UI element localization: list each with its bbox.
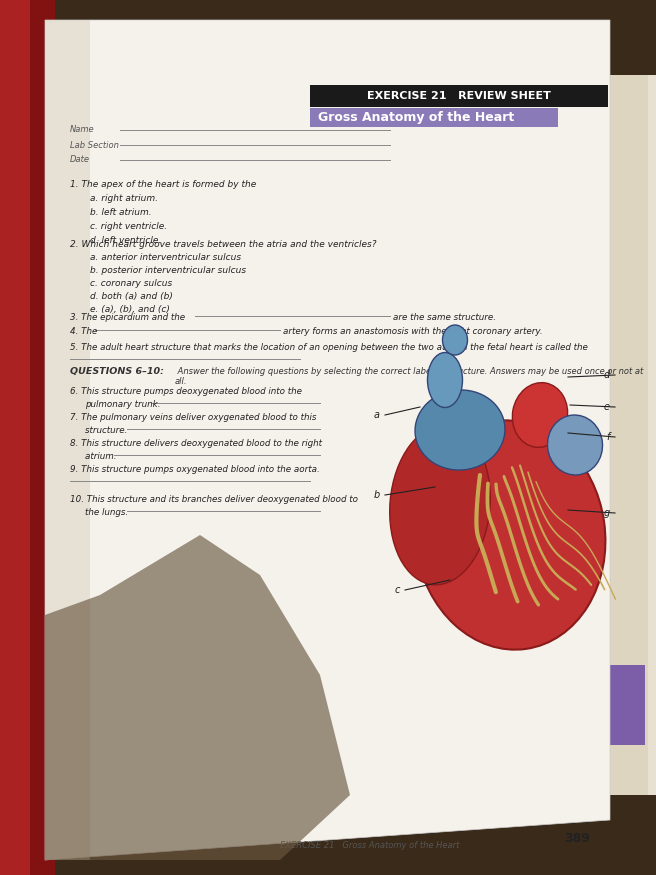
- Text: Answer the following questions by selecting the correct labeled structure. Answe: Answer the following questions by select…: [175, 367, 644, 387]
- Text: 8. This structure delivers deoxygenated blood to the right: 8. This structure delivers deoxygenated …: [70, 439, 322, 448]
- Text: 10. This structure and its branches deliver deoxygenated blood to: 10. This structure and its branches deli…: [70, 495, 358, 504]
- Text: Date: Date: [70, 156, 90, 164]
- Text: 3. The epicardium and the: 3. The epicardium and the: [70, 313, 188, 322]
- Ellipse shape: [548, 415, 602, 475]
- Text: EXERCISE 21   Gross Anatomy of the Heart: EXERCISE 21 Gross Anatomy of the Heart: [280, 841, 460, 850]
- Polygon shape: [45, 535, 350, 860]
- Text: b. posterior interventricular sulcus: b. posterior interventricular sulcus: [90, 266, 246, 275]
- Ellipse shape: [512, 382, 567, 447]
- Polygon shape: [45, 20, 610, 860]
- Text: 1. The apex of the heart is formed by the: 1. The apex of the heart is formed by th…: [70, 180, 256, 189]
- Text: e: e: [604, 402, 610, 412]
- Bar: [608, 75, 648, 795]
- Text: the lungs.: the lungs.: [85, 508, 131, 517]
- Text: 5. The adult heart structure that marks the location of an opening between the t: 5. The adult heart structure that marks …: [70, 343, 588, 352]
- Text: d: d: [604, 370, 610, 380]
- Bar: [0, 0, 30, 875]
- Text: Gross Anatomy of the Heart: Gross Anatomy of the Heart: [318, 110, 514, 123]
- Text: g: g: [604, 508, 610, 518]
- Text: b. left atrium.: b. left atrium.: [90, 208, 152, 217]
- Ellipse shape: [390, 425, 490, 584]
- Ellipse shape: [443, 325, 468, 355]
- Bar: [600, 75, 656, 795]
- Text: Name: Name: [70, 125, 94, 135]
- Text: a. right atrium.: a. right atrium.: [90, 194, 158, 203]
- Text: artery forms an anastomosis with the right coronary artery.: artery forms an anastomosis with the rig…: [283, 327, 543, 336]
- Bar: [310, 85, 608, 107]
- Text: e. (a), (b), and (c): e. (a), (b), and (c): [90, 305, 170, 314]
- Bar: [610, 665, 645, 745]
- Text: d. both (a) and (b): d. both (a) and (b): [90, 292, 173, 301]
- Text: d. left ventricle.: d. left ventricle.: [90, 236, 161, 245]
- Text: b: b: [374, 490, 380, 500]
- Text: c: c: [395, 585, 400, 595]
- Text: 389: 389: [564, 832, 590, 845]
- Text: QUESTIONS 6–10:: QUESTIONS 6–10:: [70, 367, 164, 376]
- Text: a. anterior interventricular sulcus: a. anterior interventricular sulcus: [90, 253, 241, 262]
- Text: 6. This structure pumps deoxygenated blood into the: 6. This structure pumps deoxygenated blo…: [70, 387, 302, 396]
- Bar: [310, 108, 558, 127]
- Polygon shape: [0, 0, 55, 875]
- Text: atrium.: atrium.: [85, 452, 119, 461]
- Ellipse shape: [428, 353, 462, 408]
- Text: c. coronary sulcus: c. coronary sulcus: [90, 279, 173, 288]
- Polygon shape: [45, 20, 90, 860]
- Text: EXERCISE 21   REVIEW SHEET: EXERCISE 21 REVIEW SHEET: [367, 91, 551, 101]
- Text: 7. The pulmonary veins deliver oxygenated blood to this: 7. The pulmonary veins deliver oxygenate…: [70, 413, 316, 422]
- Text: 9. This structure pumps oxygenated blood into the aorta.: 9. This structure pumps oxygenated blood…: [70, 465, 319, 474]
- Text: 4. The: 4. The: [70, 327, 100, 336]
- Text: pulmonary trunk.: pulmonary trunk.: [85, 400, 163, 409]
- Ellipse shape: [415, 420, 605, 649]
- Text: a: a: [374, 410, 380, 420]
- Text: c. right ventricle.: c. right ventricle.: [90, 222, 167, 231]
- Text: are the same structure.: are the same structure.: [393, 313, 496, 322]
- Text: structure.: structure.: [85, 426, 130, 435]
- Text: Lab Section: Lab Section: [70, 141, 119, 150]
- Ellipse shape: [415, 390, 505, 470]
- Text: f: f: [607, 432, 610, 442]
- Text: 2. Which heart groove travels between the atria and the ventricles?: 2. Which heart groove travels between th…: [70, 240, 377, 249]
